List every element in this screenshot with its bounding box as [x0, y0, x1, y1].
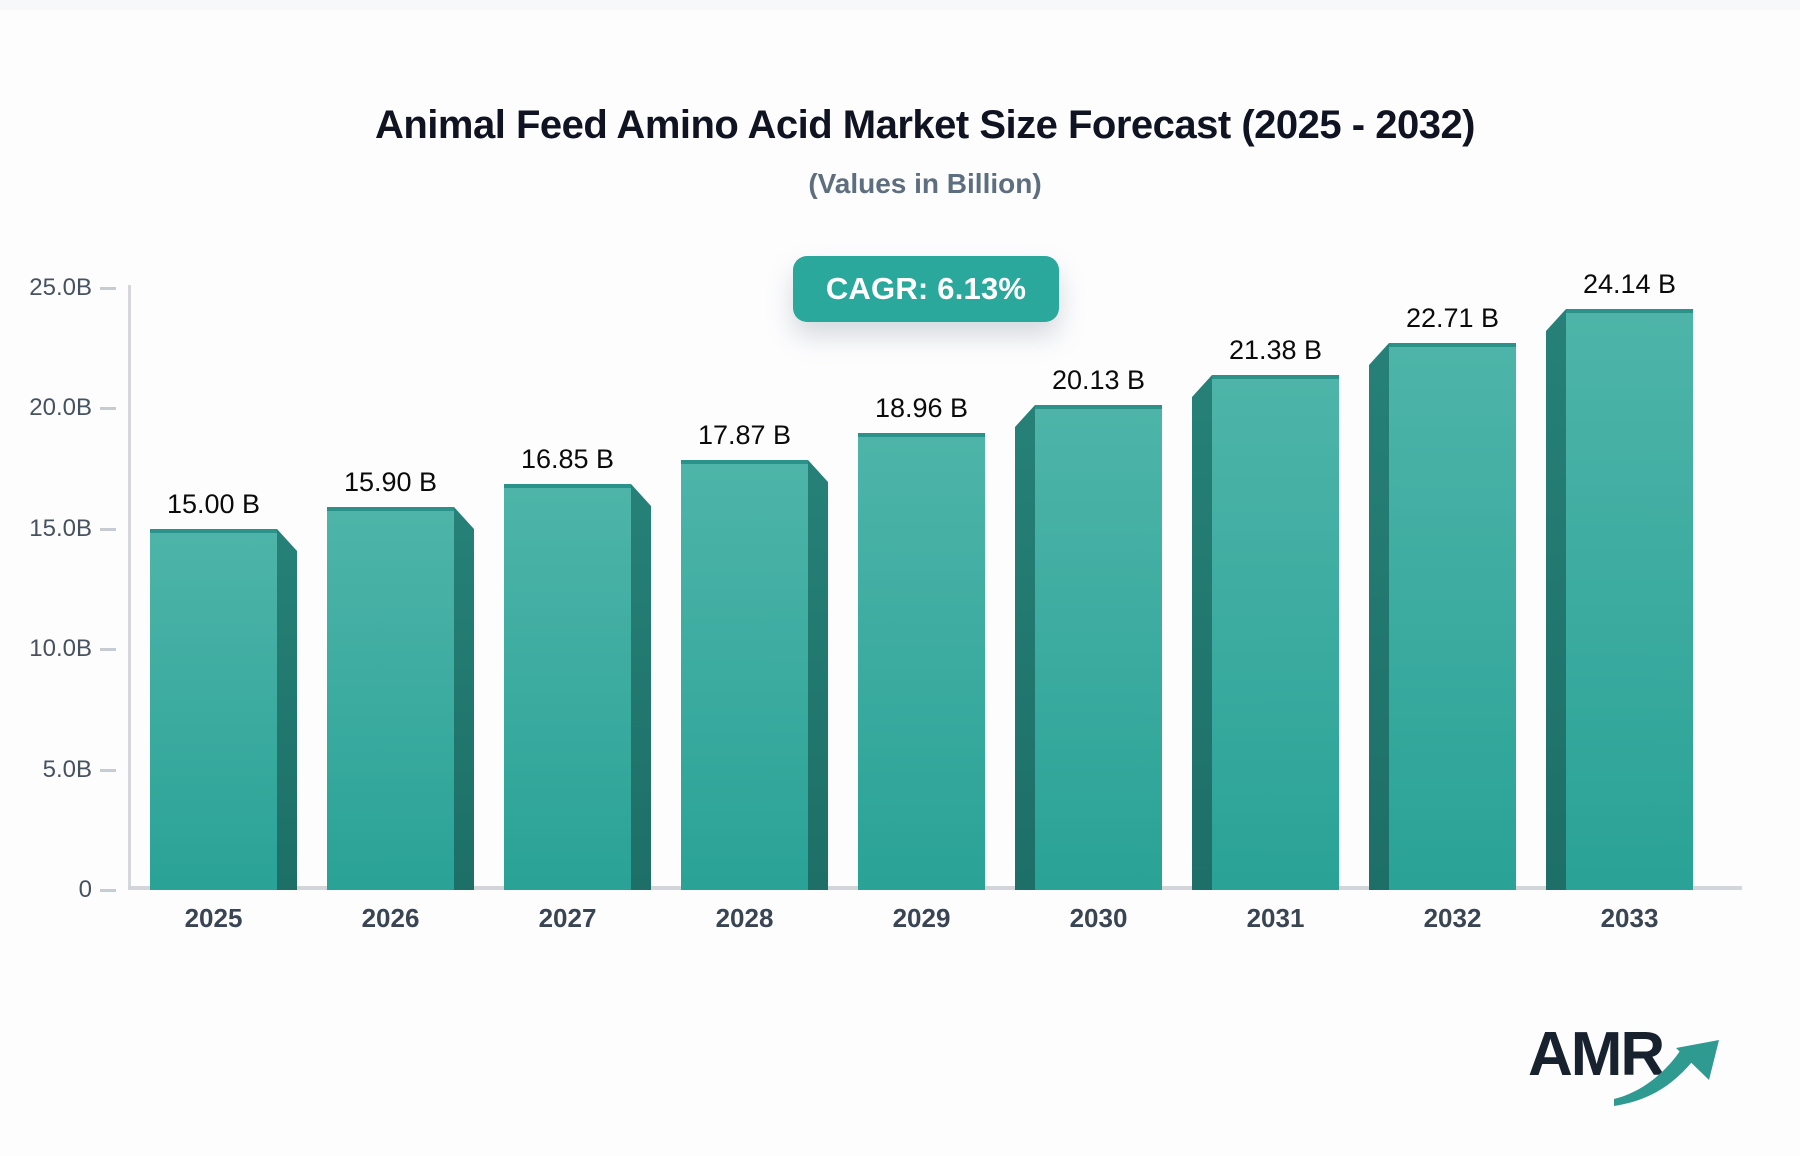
bar-value-2029: 18.96 B [874, 393, 969, 423]
bar-2025-side [277, 529, 297, 890]
x-axis-label-2029: 2029 [892, 903, 951, 933]
bar-2027 [504, 484, 631, 890]
y-axis-tick-label: 0 [78, 876, 92, 903]
bar-value-2033: 24.14 B [1582, 269, 1677, 299]
y-axis-tick-label: 20.0B [29, 394, 92, 422]
y-axis-tick [100, 527, 116, 531]
bar-2033-side [1546, 309, 1566, 890]
bar-2026-side [454, 507, 474, 890]
bar-2025 [150, 529, 277, 890]
bar-2033 [1566, 309, 1693, 890]
y-axis-tick [100, 287, 116, 290]
x-axis-label-2025: 2025 [184, 903, 243, 933]
bar-value-2027: 16.85 B [520, 444, 615, 474]
bar-2031 [1212, 375, 1339, 890]
amr-logo-text: AMR [1528, 1020, 1665, 1089]
x-axis-label-2032: 2032 [1423, 903, 1482, 933]
bar-2030 [1035, 405, 1162, 890]
y-axis-tick-label: 15.0B [29, 514, 92, 542]
y-axis-tick [100, 768, 116, 772]
x-axis-label-2030: 2030 [1069, 903, 1128, 933]
bar-2031-side [1192, 375, 1212, 890]
bar-2028 [681, 460, 808, 890]
x-axis-label-2027: 2027 [538, 903, 597, 933]
bar-2026 [327, 507, 454, 890]
bar-2032 [1389, 343, 1516, 890]
bar-2028-side [808, 460, 828, 890]
growth-arrow-swoosh [1614, 1051, 1692, 1106]
x-axis-label-2028: 2028 [715, 903, 774, 933]
y-axis-tick [100, 648, 116, 652]
chart-title: Animal Feed Amino Acid Market Size Forec… [374, 103, 1476, 147]
cagr-badge: CAGR: 6.13% [793, 256, 1059, 322]
y-axis-tick-label: 5.0B [42, 755, 92, 783]
y-axis-line [128, 285, 131, 890]
bar-2027-side [631, 484, 651, 890]
x-axis-label-2033: 2033 [1600, 903, 1659, 933]
bar-value-2030: 20.13 B [1051, 365, 1146, 395]
page-top-edge [0, 0, 1800, 10]
chart-subtitle: (Values in Billion) [808, 168, 1042, 199]
x-axis-label-2026: 2026 [361, 903, 420, 933]
bar-2029 [858, 433, 985, 890]
bar-value-2031: 21.38 B [1228, 335, 1323, 365]
bar-2032-side [1369, 343, 1389, 890]
bar-value-2028: 17.87 B [697, 420, 792, 450]
y-axis-tick [100, 889, 116, 892]
bar-value-2025: 15.00 B [166, 489, 261, 519]
bar-value-2026: 15.90 B [343, 467, 438, 497]
bar-value-2032: 22.71 B [1405, 303, 1500, 333]
y-axis-tick [100, 407, 116, 411]
growth-arrow-head [1676, 1040, 1719, 1080]
growth-arrow-icon [1614, 1040, 1719, 1106]
y-axis-tick-label: 10.0B [29, 635, 92, 663]
amr-logo: AMR [1528, 1018, 1728, 1118]
bar-2030-side [1015, 405, 1035, 890]
y-axis-tick-label: 25.0B [29, 274, 92, 301]
cagr-badge-text: CAGR: 6.13% [825, 271, 1027, 306]
x-axis-label-2031: 2031 [1246, 903, 1305, 933]
